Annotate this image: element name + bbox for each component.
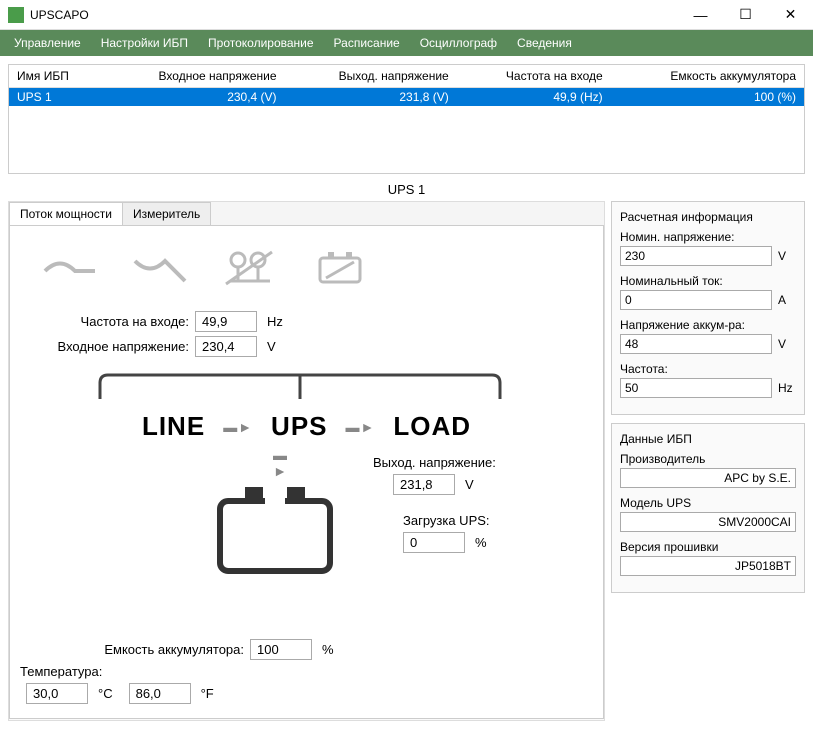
diagram-ups: UPS (271, 411, 327, 442)
nomv-label: Номин. напряжение: (620, 230, 796, 244)
temp-c-unit: °C (88, 686, 113, 701)
col-freq[interactable]: Частота на входе (457, 65, 611, 88)
temp-c-value: 30,0 (26, 683, 88, 704)
minimize-button[interactable]: — (678, 0, 723, 30)
menu-settings[interactable]: Настройки ИБП (91, 30, 198, 56)
diagram-load: LOAD (393, 411, 471, 442)
model-label: Модель UPS (620, 496, 796, 510)
menu-about[interactable]: Сведения (507, 30, 582, 56)
model-value: SMV2000CAI (620, 512, 796, 532)
cell-name: UPS 1 (9, 88, 102, 107)
tab-meter[interactable]: Измеритель (122, 202, 211, 225)
arrow-icon: ▬► (223, 419, 253, 435)
cell-freq: 49,9 (Hz) (457, 88, 611, 107)
menubar: Управление Настройки ИБП Протоколировани… (0, 30, 813, 56)
batv-value: 48 (620, 334, 772, 354)
tab-flow[interactable]: Поток мощности (9, 202, 123, 225)
vout-unit: V (455, 477, 474, 492)
bat-label: Емкость аккумулятора: (20, 642, 250, 657)
ups-table[interactable]: Имя ИБП Входное напряжение Выход. напряж… (8, 64, 805, 174)
status-icon-1 (40, 244, 100, 291)
nomv-unit: V (778, 249, 796, 263)
section-title: UPS 1 (8, 178, 805, 201)
vin-unit: V (257, 339, 276, 354)
nomi-value: 0 (620, 290, 772, 310)
nomi-unit: A (778, 293, 796, 307)
titlebar: UPSCAPO — ☐ ✕ (0, 0, 813, 30)
nomv-value: 230 (620, 246, 772, 266)
cell-vout: 231,8 (V) (285, 88, 457, 107)
freq-unit: Hz (778, 381, 796, 395)
mfr-value: APC by S.E. (620, 468, 796, 488)
freq-in-value: 49,9 (195, 311, 257, 332)
power-flow-diagram: LINE ▬► UPS ▬► LOAD ▬► Выход. напряжение… (20, 371, 593, 601)
status-icon-2 (130, 244, 190, 291)
temp-label: Температура: (20, 664, 108, 679)
vout-label: Выход. напряжение: (373, 455, 502, 470)
col-name[interactable]: Имя ИБП (9, 65, 102, 88)
diagram-line: LINE (142, 411, 205, 442)
load-label: Загрузка UPS: (373, 513, 496, 528)
battery-icon (210, 481, 340, 584)
col-vout[interactable]: Выход. напряжение (285, 65, 457, 88)
freq-value: 50 (620, 378, 772, 398)
temp-f-value: 86,0 (129, 683, 191, 704)
menu-schedule[interactable]: Расписание (324, 30, 410, 56)
status-icons-row (20, 236, 593, 307)
cell-vin: 230,4 (V) (102, 88, 285, 107)
status-icon-3 (220, 244, 280, 291)
freq-label: Частота: (620, 362, 796, 376)
load-value: 0 (403, 532, 465, 553)
bat-unit: % (312, 642, 334, 657)
menu-oscilloscope[interactable]: Осциллограф (410, 30, 507, 56)
mfr-label: Производитель (620, 452, 796, 466)
menu-control[interactable]: Управление (4, 30, 91, 56)
window-title: UPSCAPO (30, 8, 678, 22)
freq-in-unit: Hz (257, 314, 283, 329)
fw-label: Версия прошивки (620, 540, 796, 554)
arrow-down-icon: ▬► (272, 447, 288, 479)
vin-value: 230,4 (195, 336, 257, 357)
batv-unit: V (778, 337, 796, 351)
flow-panel: Поток мощности Измеритель Частота на вхо… (8, 201, 605, 721)
close-button[interactable]: ✕ (768, 0, 813, 30)
load-unit: % (465, 535, 487, 550)
calc-title: Расчетная информация (620, 210, 796, 224)
vin-label: Входное напряжение: (20, 339, 195, 354)
cell-bat: 100 (%) (611, 88, 804, 107)
maximize-button[interactable]: ☐ (723, 0, 768, 30)
fw-value: JP5018BT (620, 556, 796, 576)
temp-f-unit: °F (191, 686, 214, 701)
nomi-label: Номинальный ток: (620, 274, 796, 288)
arrow-icon: ▬► (346, 419, 376, 435)
menu-logging[interactable]: Протоколирование (198, 30, 324, 56)
ups-data-panel: Данные ИБП Производитель APC by S.E. Мод… (611, 423, 805, 593)
upsdata-title: Данные ИБП (620, 432, 796, 446)
freq-in-label: Частота на входе: (20, 314, 195, 329)
col-vin[interactable]: Входное напряжение (102, 65, 285, 88)
app-logo-icon (8, 7, 24, 23)
calc-info-panel: Расчетная информация Номин. напряжение: … (611, 201, 805, 415)
table-row[interactable]: UPS 1 230,4 (V) 231,8 (V) 49,9 (Hz) 100 … (9, 88, 804, 107)
bat-value: 100 (250, 639, 312, 660)
bracket-icon (90, 371, 510, 401)
vout-value: 231,8 (393, 474, 455, 495)
status-icon-4 (310, 244, 370, 291)
batv-label: Напряжение аккум-ра: (620, 318, 796, 332)
col-bat[interactable]: Емкость аккумулятора (611, 65, 804, 88)
